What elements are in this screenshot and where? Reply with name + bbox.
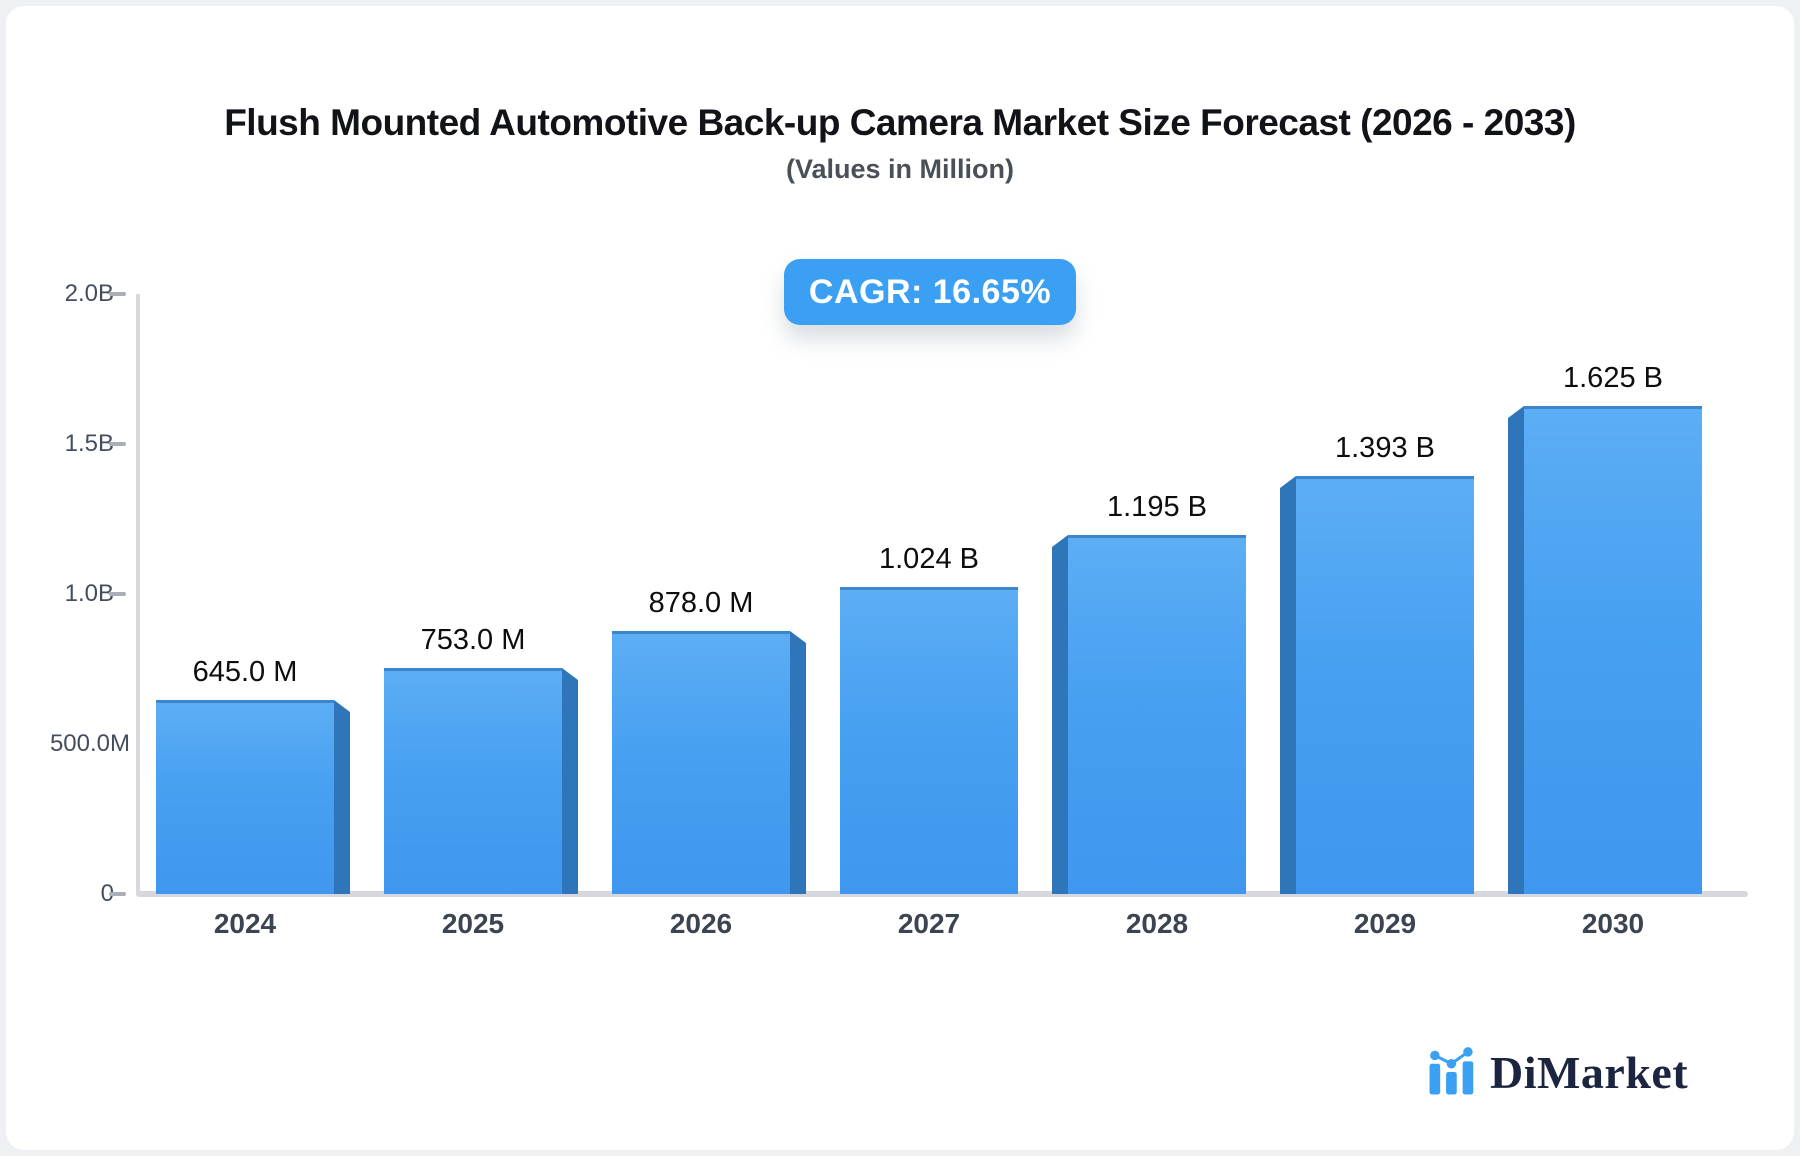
y-axis-line — [136, 294, 140, 895]
bar-3d-side — [790, 631, 806, 894]
y-axis-tick-label: 1.0B — [64, 580, 114, 607]
page-title: Flush Mounted Automotive Back-up Camera … — [224, 102, 1576, 143]
x-axis-label-2024: 2024 — [213, 908, 277, 939]
brand-logo-text: DiMarket — [1490, 1046, 1689, 1098]
bar-value-label: 645.0 M — [192, 656, 298, 688]
y-axis-tick-mark — [109, 892, 126, 896]
x-axis-label-2028: 2028 — [1125, 908, 1189, 939]
x-axis-label-2025: 2025 — [441, 908, 505, 939]
y-axis-tick-label: 2.0B — [64, 280, 114, 307]
bar-value-label: 1.195 B — [1107, 491, 1207, 523]
bar-3d-side — [562, 668, 578, 894]
bar-chart: 2.0B 1.5B 1.0B 500.0M 0 645.0 M 2024 753.0 M 202… — [6, 6, 1794, 1150]
bar-2025[interactable] — [384, 668, 562, 894]
bar-value-label: 1.024 B — [879, 543, 979, 575]
bar-value-label: 878.0 M — [648, 587, 754, 619]
bar-2027[interactable] — [840, 587, 1018, 894]
bar-2024[interactable] — [156, 700, 334, 894]
bar-2026[interactable] — [612, 631, 790, 894]
y-axis-tick-mark — [109, 442, 126, 446]
bar-3d-side — [1508, 406, 1524, 894]
bar-3d-side — [334, 700, 350, 894]
bar-2028[interactable] — [1068, 535, 1246, 894]
x-axis-label-2026: 2026 — [669, 908, 733, 939]
y-axis-tick-label: 500.0M — [49, 730, 130, 757]
brand-logo: DiMarket — [1426, 1046, 1688, 1098]
bar-value-label: 753.0 M — [420, 624, 526, 656]
bar-value-label: 1.393 B — [1335, 432, 1435, 464]
bar-2030[interactable] — [1524, 406, 1702, 894]
x-axis-label-2029: 2029 — [1353, 908, 1417, 939]
bar-3d-side — [1280, 476, 1296, 894]
y-axis-tick-mark — [109, 292, 126, 296]
x-axis-baseline — [136, 891, 1748, 897]
cagr-badge: CAGR: 16.65% — [784, 259, 1076, 325]
dimarket-logo-icon — [1429, 1047, 1474, 1095]
page-subtitle: (Values in Million) — [785, 154, 1015, 184]
x-axis-label-2030: 2030 — [1581, 908, 1645, 939]
bar-2029[interactable] — [1296, 476, 1474, 894]
bar-value-label: 1.625 B — [1563, 362, 1663, 394]
bar-3d-side — [1052, 535, 1068, 894]
chart-card: Flush Mounted Automotive Back-up Camera … — [6, 6, 1794, 1150]
y-axis-tick-label: 1.5B — [64, 430, 114, 457]
x-axis-label-2027: 2027 — [897, 908, 961, 939]
cagr-badge-label: CAGR: 16.65% — [808, 272, 1052, 311]
y-axis-tick-label: 0 — [100, 880, 114, 907]
y-axis-tick-mark — [109, 592, 126, 596]
